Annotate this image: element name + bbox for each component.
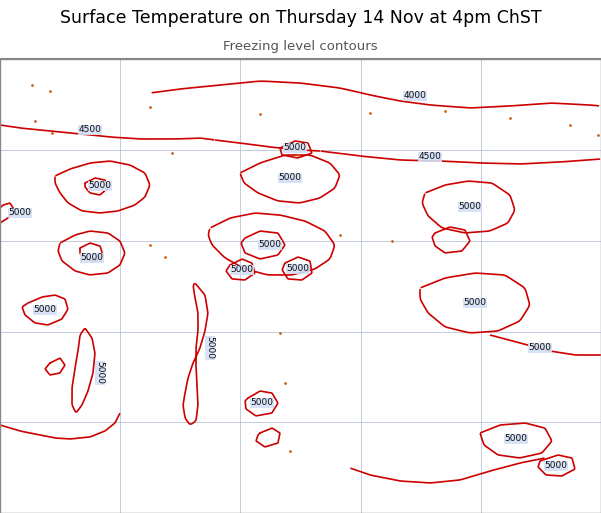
- Text: 4000: 4000: [403, 91, 427, 101]
- Text: 5000: 5000: [258, 241, 281, 249]
- Text: 5000: 5000: [459, 203, 481, 211]
- Text: 5000: 5000: [8, 208, 31, 218]
- Text: 5000: 5000: [251, 399, 273, 407]
- Text: 5000: 5000: [287, 265, 310, 273]
- Text: 5000: 5000: [88, 182, 112, 190]
- Text: 5000: 5000: [278, 173, 302, 183]
- Text: 5000: 5000: [81, 253, 103, 263]
- Text: 5000: 5000: [528, 344, 552, 352]
- Text: 5000: 5000: [545, 462, 567, 470]
- Text: 5000: 5000: [34, 306, 56, 314]
- Text: 5000: 5000: [231, 266, 254, 274]
- Text: 5000: 5000: [284, 144, 307, 152]
- Text: Freezing level contours: Freezing level contours: [223, 40, 378, 52]
- Text: 5000: 5000: [206, 337, 215, 360]
- Text: Surface Temperature on Thursday 14 Nov at 4pm ChST: Surface Temperature on Thursday 14 Nov a…: [59, 9, 542, 27]
- Text: 5000: 5000: [463, 299, 486, 307]
- Text: 5000: 5000: [504, 435, 528, 444]
- Text: 4500: 4500: [79, 126, 102, 134]
- Text: 4500: 4500: [418, 152, 442, 162]
- Text: 5000: 5000: [96, 362, 105, 385]
